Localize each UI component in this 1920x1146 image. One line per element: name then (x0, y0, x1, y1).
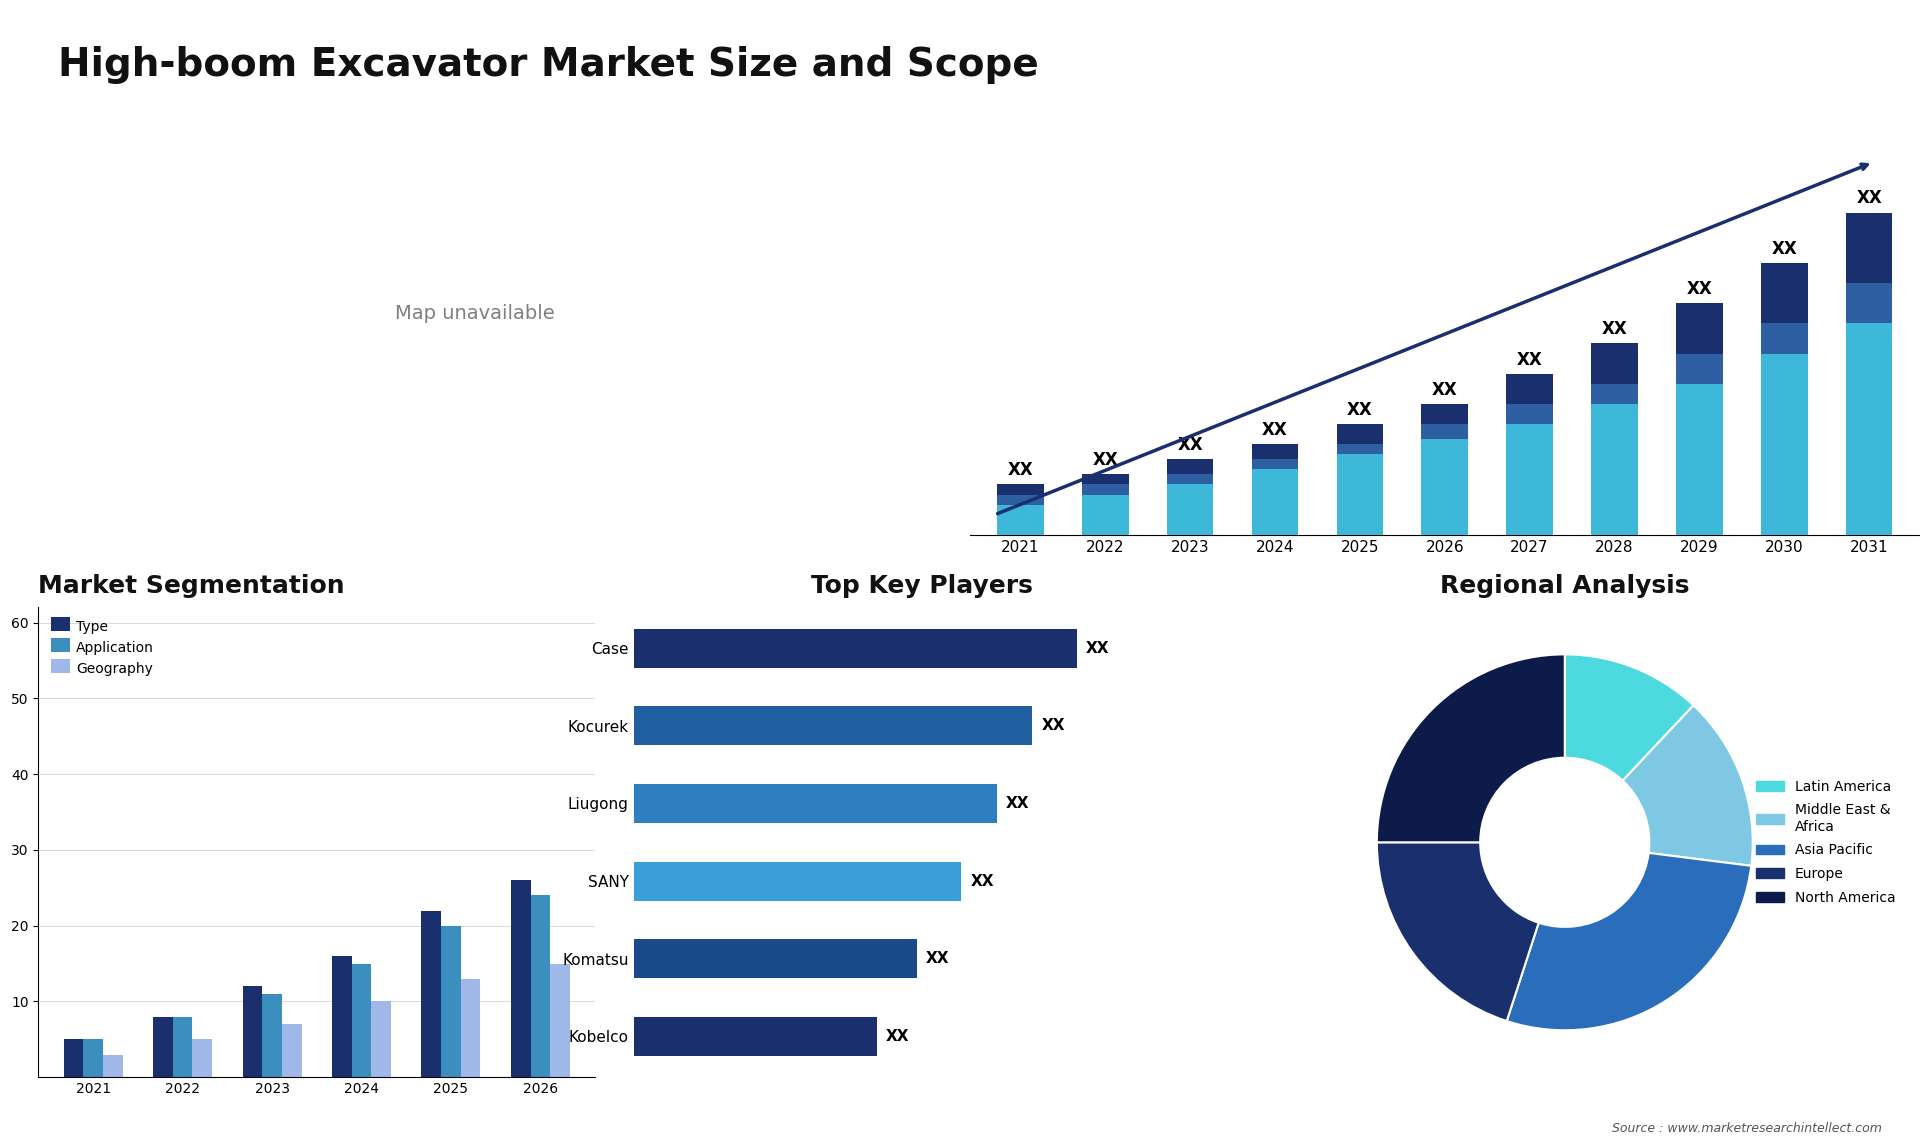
Text: XX: XX (1041, 719, 1066, 733)
Bar (1421, 424, 1469, 535)
Text: XX: XX (1008, 462, 1033, 479)
Bar (1845, 323, 1893, 535)
Text: XX: XX (1601, 321, 1628, 338)
Bar (1676, 304, 1722, 535)
Bar (282, 1025, 301, 1077)
Wedge shape (1507, 853, 1751, 1030)
Text: XX: XX (1772, 240, 1797, 258)
Bar (1592, 403, 1638, 535)
Bar (1845, 283, 1893, 535)
Bar (173, 1017, 192, 1077)
Bar (1083, 495, 1129, 535)
Wedge shape (1565, 654, 1693, 780)
Text: XX: XX (1517, 351, 1542, 369)
Bar (551, 964, 570, 1077)
Bar (634, 940, 918, 979)
Bar (351, 964, 371, 1077)
Bar (1252, 460, 1298, 535)
Text: XX: XX (1006, 796, 1029, 811)
Bar (1507, 424, 1553, 535)
Bar (530, 895, 551, 1077)
Bar (1676, 353, 1722, 535)
Bar (1421, 439, 1469, 535)
Text: Market Segmentation: Market Segmentation (38, 574, 346, 598)
Text: XX: XX (1092, 452, 1117, 470)
Bar (1845, 212, 1893, 535)
Bar (634, 629, 1077, 668)
Text: High-boom Excavator Market Size and Scope: High-boom Excavator Market Size and Scop… (58, 46, 1039, 84)
Legend: Latin America, Middle East &
Africa, Asia Pacific, Europe, North America: Latin America, Middle East & Africa, Asi… (1751, 775, 1901, 910)
Bar (1676, 384, 1722, 535)
Bar (1761, 353, 1807, 535)
Text: XX: XX (970, 873, 995, 888)
Text: Map unavailable: Map unavailable (396, 304, 555, 323)
Bar (63, 1039, 83, 1077)
Bar (371, 1002, 392, 1077)
Bar (634, 862, 962, 901)
Bar (1083, 485, 1129, 535)
Bar (332, 956, 351, 1077)
Text: XX: XX (887, 1029, 910, 1044)
Title: Regional Analysis: Regional Analysis (1440, 574, 1690, 598)
Bar (442, 926, 461, 1077)
Bar (511, 880, 530, 1077)
Text: Source : www.marketresearchintellect.com: Source : www.marketresearchintellect.com (1611, 1122, 1882, 1135)
Bar (1592, 384, 1638, 535)
Bar (461, 979, 480, 1077)
Text: XX: XX (1085, 641, 1110, 656)
Bar (104, 1054, 123, 1077)
Bar (420, 911, 442, 1077)
Bar (1761, 262, 1807, 535)
Bar (1761, 323, 1807, 535)
Bar (996, 485, 1044, 535)
Bar (1592, 344, 1638, 535)
Bar (1167, 474, 1213, 535)
Bar (996, 495, 1044, 535)
Bar (1507, 403, 1553, 535)
Bar (1083, 474, 1129, 535)
Bar (1336, 454, 1382, 535)
Bar (1167, 460, 1213, 535)
Bar (1252, 445, 1298, 535)
Legend: Type, Application, Geography: Type, Application, Geography (46, 614, 159, 682)
Bar (83, 1039, 104, 1077)
Bar (1336, 445, 1382, 535)
Bar (154, 1017, 173, 1077)
Bar (996, 504, 1044, 535)
Bar (1507, 374, 1553, 535)
Bar (1252, 470, 1298, 535)
Bar (242, 987, 263, 1077)
Title: Top Key Players: Top Key Players (810, 574, 1033, 598)
Wedge shape (1377, 842, 1538, 1021)
Wedge shape (1622, 705, 1753, 866)
Bar (1167, 485, 1213, 535)
Text: XX: XX (925, 951, 950, 966)
Text: XX: XX (1261, 421, 1288, 439)
Bar (634, 706, 1033, 745)
Text: XX: XX (1857, 189, 1882, 207)
Text: XX: XX (1686, 280, 1713, 298)
Bar (634, 784, 996, 823)
Bar (192, 1039, 213, 1077)
Bar (1336, 424, 1382, 535)
Wedge shape (1377, 654, 1565, 842)
Text: XX: XX (1432, 380, 1457, 399)
Text: XX: XX (1177, 437, 1204, 454)
Text: XX: XX (1348, 401, 1373, 419)
Bar (263, 994, 282, 1077)
Bar (1421, 403, 1469, 535)
Bar (634, 1017, 877, 1055)
